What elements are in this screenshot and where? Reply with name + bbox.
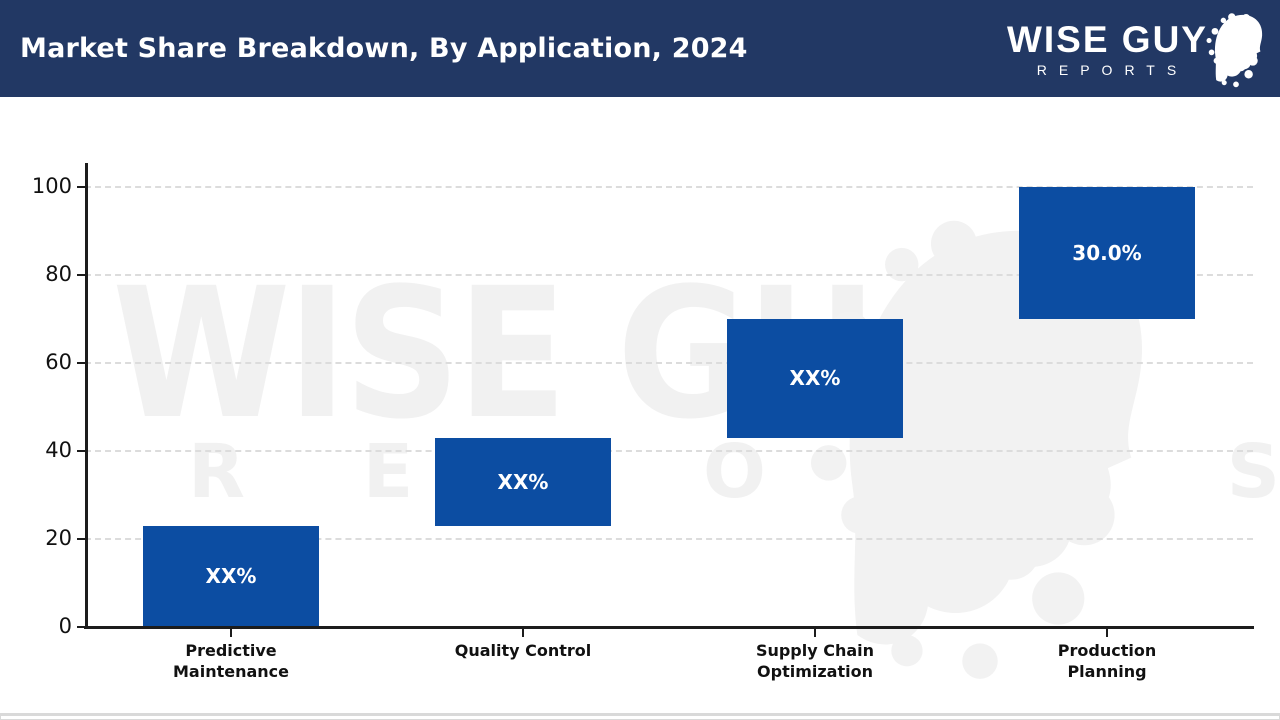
brand-logo-text: WISE GUY REPORTS	[1006, 19, 1208, 78]
gridline-y-80	[85, 274, 1253, 276]
page-title: Market Share Breakdown, By Application, …	[20, 33, 748, 64]
x-tick-mark-quality-control	[522, 629, 524, 637]
brand-subtitle: REPORTS	[1036, 61, 1189, 78]
y-tick-mark-0	[77, 626, 85, 628]
y-tick-label-0: 0	[58, 614, 72, 638]
y-tick-mark-100	[77, 186, 85, 188]
x-tick-mark-production-planning	[1106, 629, 1108, 637]
y-tick-label-20: 20	[45, 526, 72, 550]
x-category-label-supply-chain-optimization: Supply Chain Optimization	[755, 641, 875, 681]
y-tick-label-100: 100	[31, 174, 72, 198]
x-tick-mark-supply-chain-optimization	[814, 629, 816, 637]
brand-logo: WISE GUY REPORTS	[1007, 6, 1268, 92]
x-category-label-quality-control: Quality Control	[454, 641, 592, 660]
y-axis-line	[85, 163, 88, 629]
y-tick-label-80: 80	[45, 262, 72, 286]
x-axis-line	[84, 626, 1254, 629]
header: Market Share Breakdown, By Application, …	[0, 0, 1280, 97]
gridline-y-100	[85, 186, 1253, 188]
brand-face-icon	[1206, 13, 1263, 88]
bar-production-planning: 30.0%	[1019, 187, 1195, 319]
y-tick-mark-60	[77, 362, 85, 364]
y-tick-mark-40	[77, 450, 85, 452]
y-tick-label-40: 40	[45, 438, 72, 462]
bar-value-label-supply-chain-optimization: XX%	[789, 366, 841, 391]
footer-strip	[0, 713, 1280, 716]
y-tick-label-60: 60	[45, 350, 72, 374]
gridline-y-40	[85, 450, 1253, 452]
x-category-label-predictive-maintenance: Predictive Maintenance	[172, 641, 289, 681]
chart: WISE GU R E P O R T S 0 20 40 60 80 100 XX% Pre…	[0, 97, 1280, 713]
y-tick-mark-20	[77, 538, 85, 540]
brand-name: WISE GUY	[1006, 19, 1208, 61]
bar-value-label-quality-control: XX%	[497, 469, 549, 494]
bar-value-label-predictive-maintenance: XX%	[205, 564, 257, 589]
gridline-y-60	[85, 362, 1253, 364]
bar-value-label-production-planning: 30.0%	[1072, 241, 1142, 265]
gridline-y-20	[85, 538, 1253, 540]
bar-supply-chain-optimization: XX%	[727, 319, 903, 438]
x-tick-mark-predictive-maintenance	[230, 629, 232, 637]
bar-quality-control: XX%	[435, 437, 611, 526]
y-tick-mark-80	[77, 274, 85, 276]
bar-predictive-maintenance: XX%	[143, 525, 319, 627]
x-category-label-production-planning: Production Planning	[1057, 641, 1157, 681]
